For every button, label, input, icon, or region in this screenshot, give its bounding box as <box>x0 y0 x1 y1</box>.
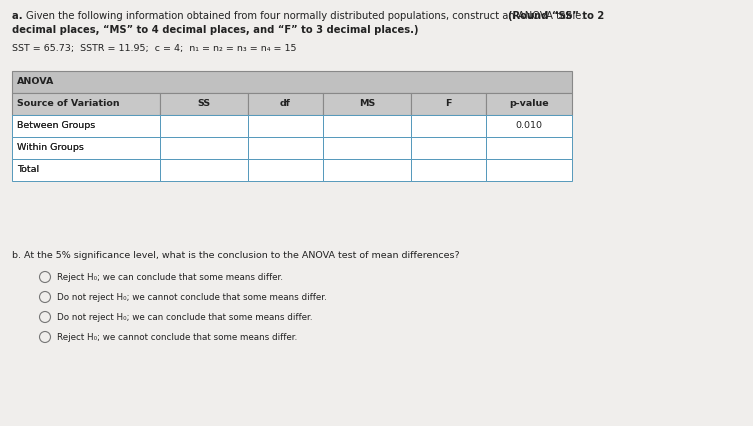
Bar <box>12 159 160 181</box>
Bar <box>12 115 160 137</box>
Bar <box>486 115 572 137</box>
Text: p-value: p-value <box>509 100 549 109</box>
Bar <box>160 115 248 137</box>
Bar <box>160 93 248 115</box>
Text: Total: Total <box>17 165 39 175</box>
Text: Source of Variation: Source of Variation <box>17 100 120 109</box>
Text: Between Groups: Between Groups <box>17 121 95 130</box>
Bar <box>248 159 323 181</box>
Bar <box>323 137 411 159</box>
Text: (Round “SS” to 2: (Round “SS” to 2 <box>508 11 604 21</box>
Text: Between Groups: Between Groups <box>17 121 95 130</box>
Bar <box>411 93 486 115</box>
Text: Reject H₀; we cannot conclude that some means differ.: Reject H₀; we cannot conclude that some … <box>57 333 297 342</box>
Bar <box>323 159 411 181</box>
Text: SS: SS <box>197 100 211 109</box>
Text: MS: MS <box>359 100 375 109</box>
Bar <box>486 137 572 159</box>
Text: SST = 65.73;  SSTR = 11.95;  c = 4;  n₁ = n₂ = n₃ = n₄ = 15: SST = 65.73; SSTR = 11.95; c = 4; n₁ = n… <box>12 44 297 53</box>
Bar <box>160 159 248 181</box>
Text: Total: Total <box>17 165 39 175</box>
Bar <box>411 159 486 181</box>
Text: 0.010: 0.010 <box>516 121 542 130</box>
Text: Within Groups: Within Groups <box>17 144 84 153</box>
Bar <box>12 71 572 93</box>
Bar <box>411 137 486 159</box>
Text: Reject H₀; we can conclude that some means differ.: Reject H₀; we can conclude that some mea… <box>57 273 283 282</box>
Bar <box>486 93 572 115</box>
Bar <box>411 115 486 137</box>
Text: a.: a. <box>12 11 26 21</box>
Text: df: df <box>280 100 291 109</box>
Bar <box>160 137 248 159</box>
Bar <box>486 159 572 181</box>
Bar <box>323 115 411 137</box>
Bar <box>248 115 323 137</box>
Text: Given the following information obtained from four normally distributed populati: Given the following information obtained… <box>26 11 588 21</box>
Bar <box>248 137 323 159</box>
Text: decimal places, “MS” to 4 decimal places, and “F” to 3 decimal places.): decimal places, “MS” to 4 decimal places… <box>12 25 419 35</box>
Text: Do not reject H₀; we can conclude that some means differ.: Do not reject H₀; we can conclude that s… <box>57 313 312 322</box>
Bar <box>12 137 160 159</box>
Bar <box>248 93 323 115</box>
Text: b. At the 5% significance level, what is the conclusion to the ANOVA test of mea: b. At the 5% significance level, what is… <box>12 251 459 260</box>
Text: ANOVA: ANOVA <box>17 78 54 86</box>
Bar <box>12 93 160 115</box>
Bar <box>323 93 411 115</box>
Text: Do not reject H₀; we cannot conclude that some means differ.: Do not reject H₀; we cannot conclude tha… <box>57 293 327 302</box>
Text: F: F <box>445 100 452 109</box>
Text: Within Groups: Within Groups <box>17 144 84 153</box>
